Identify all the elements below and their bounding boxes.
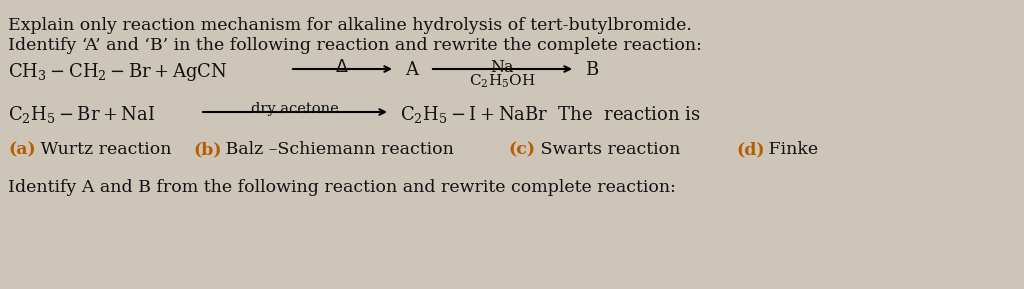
Text: $\mathregular{C_2H_5OH}$: $\mathregular{C_2H_5OH}$: [469, 73, 536, 90]
Text: dry acetone: dry acetone: [251, 102, 339, 116]
Text: $\mathregular{C_2H_5-I + NaBr}$  The  reaction is: $\mathregular{C_2H_5-I + NaBr}$ The reac…: [400, 104, 700, 125]
Text: $\Delta$: $\Delta$: [335, 59, 349, 76]
Text: $\mathregular{C_2H_5-Br + NaI}$: $\mathregular{C_2H_5-Br + NaI}$: [8, 104, 156, 125]
Text: Identify A and B from the following reaction and rewrite complete reaction:: Identify A and B from the following reac…: [8, 179, 676, 196]
Text: (b): (b): [193, 141, 221, 158]
Text: Na: Na: [490, 59, 514, 76]
Text: Swarts reaction: Swarts reaction: [535, 141, 680, 158]
Text: Finke: Finke: [763, 141, 818, 158]
Text: Identify ‘A’ and ‘B’ in the following reaction and rewrite the complete reaction: Identify ‘A’ and ‘B’ in the following re…: [8, 37, 701, 54]
Text: Wurtz reaction: Wurtz reaction: [35, 141, 171, 158]
Text: (d): (d): [736, 141, 765, 158]
Text: (c): (c): [508, 141, 535, 158]
Text: B: B: [585, 61, 598, 79]
Text: (a): (a): [8, 141, 36, 158]
Text: A: A: [406, 61, 418, 79]
Text: Balz –Schiemann reaction: Balz –Schiemann reaction: [220, 141, 454, 158]
Text: $\mathregular{CH_3-CH_2-Br + AgCN}$: $\mathregular{CH_3-CH_2-Br + AgCN}$: [8, 61, 227, 83]
Text: Explain only reaction mechanism for alkaline hydrolysis of tert-butylbromide.: Explain only reaction mechanism for alka…: [8, 17, 692, 34]
